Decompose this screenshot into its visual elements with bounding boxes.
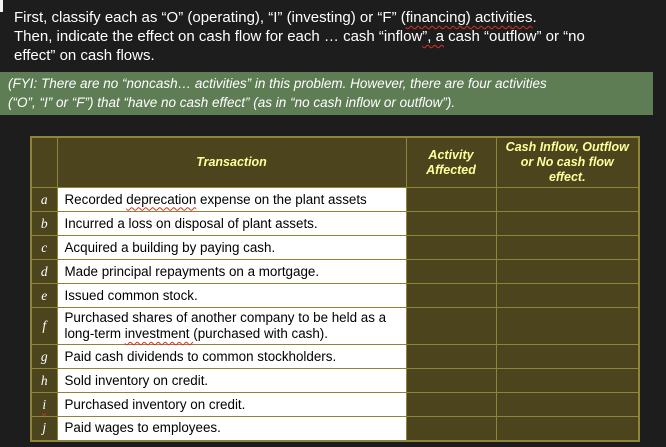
transaction-cell: Purchased shares of another company to b… [56,307,407,345]
col-header-activity-affected: Activity Affected [405,136,497,188]
fyi-note-line-1: (FYI: There are no “noncash… activities”… [8,76,547,91]
row-label: a [30,187,58,212]
table-row-d: d Made principal repayments on a mortgag… [30,259,640,284]
cash-answer-cell [495,344,640,369]
activity-answer-cell [405,235,497,260]
row-label: d [30,259,58,284]
cash-answer-cell [495,187,640,212]
transaction-cell: Incurred a loss on disposal of plant ass… [56,211,407,236]
transaction-cell: Paid cash dividends to common stockholde… [56,344,407,369]
transactions-table: Transaction Activity Affected Cash Inflo… [30,136,640,442]
activity-answer-cell [405,344,497,369]
fyi-note-line-2: (“O”, “I” or “F”) that “have no cash eff… [8,95,456,110]
grammar-flagged-text: ”, a [422,28,444,45]
cash-answer-cell [495,235,640,260]
instructions-line-2: Then, indicate the effect on cash flow f… [14,28,585,45]
table-row-a: a Recorded deprecation expense on the pl… [30,187,640,212]
cash-answer-cell [495,368,640,393]
transaction-cell: Made principal repayments on a mortgage. [56,259,407,284]
cash-answer-cell [495,259,640,284]
instructions-line-1: First, classify each as “O” (operating),… [14,9,537,26]
row-label: b [30,211,58,236]
activity-answer-cell [405,259,497,284]
row-label: c [30,235,58,260]
transaction-cell: Issued common stock. [56,283,407,308]
left-edge-artifact [0,0,3,12]
grammar-flagged-text: investment [124,326,194,341]
activity-answer-cell [405,283,497,308]
cash-answer-cell [495,211,640,236]
transaction-cell: Purchased inventory on credit. [56,392,407,417]
table-row-f: f Purchased shares of another company to… [30,307,640,345]
corner-header-cell [30,136,58,188]
instructions: First, classify each as “O” (operating),… [0,0,666,65]
instructions-line-3: effect” on cash flows. [14,47,155,64]
table-row-b: b Incurred a loss on disposal of plant a… [30,211,640,236]
activity-answer-cell [405,416,497,441]
col-header-transaction: Transaction [56,136,407,188]
transaction-cell: Sold inventory on credit. [56,368,407,393]
row-label: j [30,416,58,441]
cash-answer-cell [495,307,640,345]
misspelled-text: financing) activities [405,9,533,26]
row-label: f [30,307,58,345]
transaction-cell: Recorded deprecation expense on the plan… [56,187,407,212]
table-row-g: g Paid cash dividends to common stockhol… [30,344,640,369]
table-row-e: e Issued common stock. [30,283,640,308]
misspelled-text: deprecation [126,191,197,207]
cash-answer-cell [495,392,640,417]
header-row: Transaction Activity Affected Cash Inflo… [30,136,640,188]
col-header-cash-effect: Cash Inflow, Outflow or No cash flow eff… [495,136,640,188]
row-label: g [30,344,58,369]
activity-answer-cell [405,187,497,212]
row-label: i [30,392,58,417]
row-label: e [30,283,58,308]
table-row-h: h Sold inventory on credit. [30,368,640,393]
table-row-j: j Paid wages to employees. [30,416,640,441]
cash-answer-cell [495,416,640,441]
table-row-i: i Purchased inventory on credit. [30,392,640,417]
activity-answer-cell [405,368,497,393]
activity-answer-cell [405,392,497,417]
transaction-cell: Paid wages to employees. [56,416,407,441]
grammar-flagged-label: i [42,396,47,412]
activity-answer-cell [405,307,497,345]
row-label: h [30,368,58,393]
activity-answer-cell [405,211,497,236]
table-row-c: c Acquired a building by paying cash. [30,235,640,260]
transaction-cell: Acquired a building by paying cash. [56,235,407,260]
fyi-note: (FYI: There are no “noncash… activities”… [0,72,653,115]
cash-answer-cell [495,283,640,308]
